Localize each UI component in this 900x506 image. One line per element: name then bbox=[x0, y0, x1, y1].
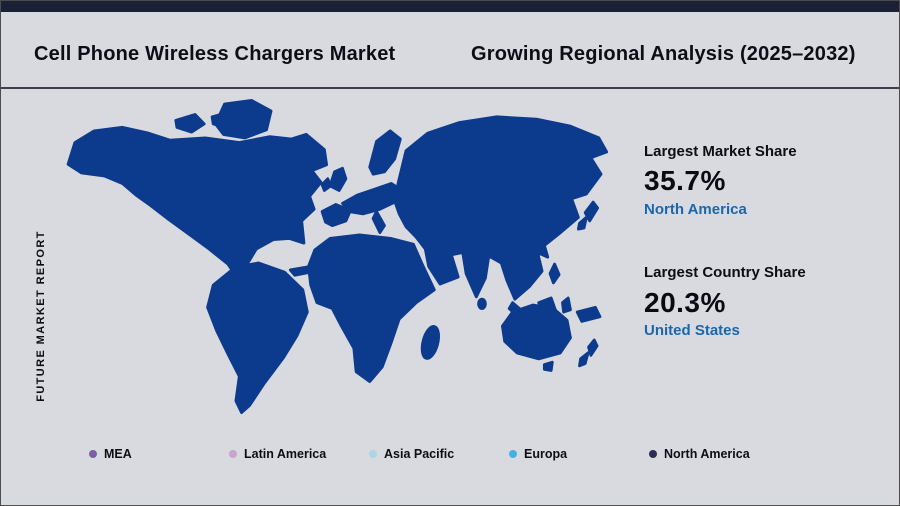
italy bbox=[371, 210, 386, 235]
stat-market-share-value: 35.7% bbox=[644, 165, 726, 197]
brand-vertical-label: FUTURE MARKET REPORT bbox=[35, 230, 47, 402]
world-map-fill-group bbox=[66, 99, 609, 415]
new-zealand-north bbox=[587, 338, 599, 357]
sulawesi bbox=[561, 296, 572, 314]
continent-africa bbox=[307, 233, 436, 384]
continent-south-america bbox=[206, 261, 309, 415]
legend-dot-north-america bbox=[649, 450, 657, 458]
world-map bbox=[59, 97, 626, 433]
legend-item-europa: Europa bbox=[509, 447, 649, 461]
sri-lanka bbox=[477, 297, 487, 310]
page-title-market: Cell Phone Wireless Chargers Market bbox=[34, 43, 396, 65]
legend-label-north-america: North America bbox=[664, 447, 750, 461]
stat-country-share-value: 20.3% bbox=[644, 286, 726, 318]
page-title-analysis: Growing Regional Analysis (2025–2032) bbox=[471, 43, 856, 65]
ireland bbox=[320, 177, 333, 192]
stat-market-share: Largest Market Share 35.7% North America bbox=[644, 143, 894, 218]
world-map-stroke-group bbox=[66, 99, 609, 415]
madagascar bbox=[420, 325, 441, 360]
stat-market-share-region: North America bbox=[644, 201, 747, 219]
legend: MEA Latin America Asia Pacific Europa No… bbox=[89, 447, 789, 461]
japan-south bbox=[576, 215, 588, 231]
arctic-island-west bbox=[174, 113, 206, 134]
legend-item-asia-pacific: Asia Pacific bbox=[369, 447, 509, 461]
philippines bbox=[548, 262, 561, 285]
legend-label-asia-pacific: Asia Pacific bbox=[384, 447, 455, 461]
legend-label-europa: Europa bbox=[524, 447, 568, 461]
scandinavia bbox=[368, 129, 402, 176]
legend-dot-asia-pacific bbox=[369, 450, 377, 458]
tasmania bbox=[542, 360, 554, 372]
legend-dot-europa bbox=[509, 450, 517, 458]
japan-north bbox=[583, 200, 600, 223]
continent-asia bbox=[393, 115, 609, 301]
stat-country-share-region: United States bbox=[644, 322, 740, 340]
new-zealand-south bbox=[578, 351, 590, 368]
legend-item-latin-america: Latin America bbox=[229, 447, 369, 461]
legend-item-mea: MEA bbox=[89, 447, 229, 461]
legend-dot-latin-america bbox=[229, 450, 237, 458]
stats-panel: Largest Market Share 35.7% North America… bbox=[644, 143, 894, 340]
continent-north-america bbox=[66, 125, 329, 306]
stat-country-share-label: Largest Country Share bbox=[644, 264, 806, 282]
legend-item-north-america: North America bbox=[649, 447, 789, 461]
legend-label-latin-america: Latin America bbox=[244, 447, 327, 461]
stat-market-share-label: Largest Market Share bbox=[644, 143, 797, 160]
legend-dot-mea bbox=[89, 450, 97, 458]
world-map-svg bbox=[66, 99, 609, 415]
greenland bbox=[214, 99, 273, 140]
continent-australia bbox=[500, 303, 572, 361]
top-bar bbox=[1, 1, 899, 12]
stat-country-share: Largest Country Share 20.3% United State… bbox=[644, 264, 894, 339]
header-divider bbox=[1, 87, 899, 89]
legend-label-mea: MEA bbox=[104, 447, 132, 461]
united-kingdom bbox=[328, 166, 348, 192]
continent-europe bbox=[341, 182, 402, 216]
new-guinea bbox=[575, 305, 602, 323]
